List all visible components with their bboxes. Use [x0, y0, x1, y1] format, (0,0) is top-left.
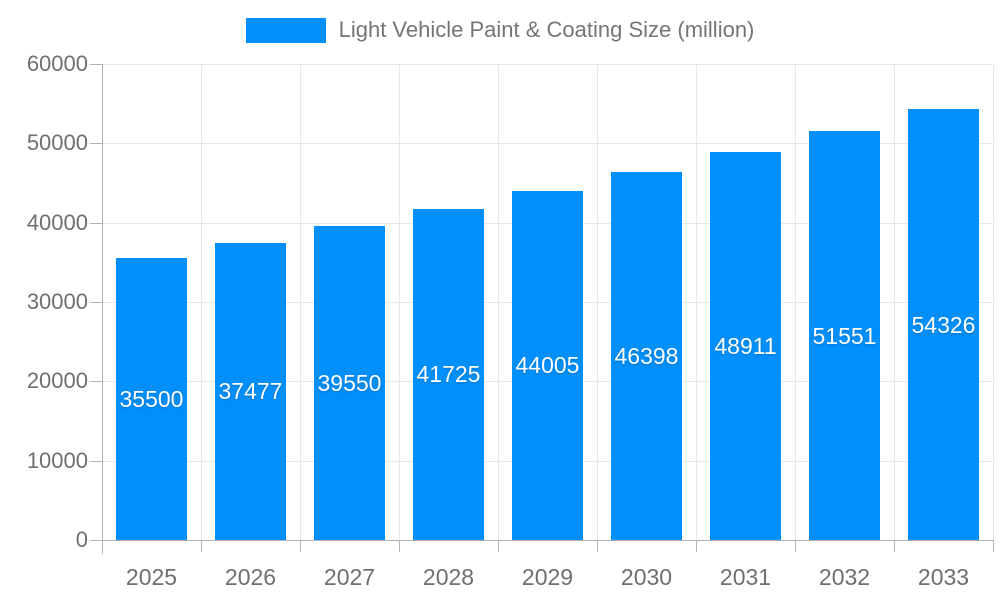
bar[interactable] — [809, 131, 880, 540]
bar-value-label: 51551 — [812, 322, 877, 349]
x-axis-tick — [102, 540, 103, 552]
gridline-vertical — [597, 64, 598, 540]
bar[interactable] — [116, 258, 187, 540]
bar[interactable] — [611, 171, 682, 540]
gridline-vertical — [696, 64, 697, 540]
x-axis-tick — [894, 540, 895, 552]
y-axis-tick-label: 30000 — [26, 289, 88, 314]
x-axis-tick-label: 2031 — [719, 564, 772, 590]
x-axis-tick — [795, 540, 796, 552]
x-axis-tick-label: 2026 — [224, 564, 277, 590]
y-axis-tick-label: 60000 — [26, 51, 88, 76]
gridline-vertical — [399, 64, 400, 540]
gridline-vertical — [300, 64, 301, 540]
bar-value-label: 54326 — [911, 311, 976, 338]
bar-value-label: 44005 — [515, 352, 580, 379]
y-axis-tick — [90, 540, 102, 541]
bar[interactable] — [908, 109, 979, 540]
gridline-horizontal — [102, 143, 993, 145]
x-axis-tick — [696, 540, 697, 552]
x-axis-tick-label: 2025 — [125, 564, 178, 590]
y-axis-tick — [90, 302, 102, 303]
gridline-vertical — [498, 64, 499, 540]
bar[interactable] — [512, 190, 583, 540]
x-axis-tick-label: 2032 — [818, 564, 871, 590]
bar-value-label: 48911 — [714, 332, 777, 359]
x-axis-tick — [300, 540, 301, 552]
bar[interactable] — [710, 151, 781, 540]
x-axis-tick — [993, 540, 994, 552]
y-axis-tick — [90, 381, 102, 383]
gridline-vertical — [201, 64, 202, 540]
y-axis-tick — [90, 222, 102, 224]
y-axis-line — [102, 64, 103, 554]
gridline-horizontal — [102, 64, 993, 65]
gridline-vertical — [795, 64, 796, 540]
bar-value-label: 35500 — [119, 386, 184, 413]
y-axis-tick — [90, 143, 102, 145]
x-axis-tick-label: 2028 — [422, 564, 475, 590]
y-axis-tick — [90, 64, 102, 65]
x-axis-tick — [399, 540, 400, 552]
x-axis-tick — [498, 540, 499, 552]
bar[interactable] — [314, 226, 385, 540]
y-axis-tick — [90, 460, 102, 462]
bar-value-label: 41725 — [416, 361, 481, 388]
y-axis-tick-label: 40000 — [26, 209, 88, 235]
gridline-vertical — [993, 64, 994, 540]
bar-value-label: 46398 — [614, 342, 679, 369]
y-axis-tick-label: 20000 — [26, 368, 88, 394]
chart-legend[interactable]: Light Vehicle Paint & Coating Size (mill… — [0, 14, 1000, 46]
x-axis-tick-label: 2033 — [917, 564, 970, 590]
legend-swatch — [245, 17, 326, 43]
x-axis-tick — [597, 540, 598, 552]
x-axis-line — [90, 540, 993, 541]
bar[interactable] — [413, 208, 484, 540]
y-axis-tick-label: 10000 — [26, 447, 88, 473]
x-axis-tick-label: 2030 — [620, 564, 673, 590]
bar-value-label: 37477 — [218, 378, 283, 405]
x-axis-tick — [201, 540, 202, 552]
bar[interactable] — [215, 242, 286, 540]
y-axis-tick-label: 0 — [75, 527, 88, 552]
x-axis-tick-label: 2029 — [521, 564, 574, 590]
x-axis-tick-label: 2027 — [323, 564, 376, 590]
y-axis-tick-label: 50000 — [26, 130, 88, 156]
bar-value-label: 39550 — [317, 370, 382, 397]
legend-label: Light Vehicle Paint & Coating Size (mill… — [338, 17, 755, 42]
gridline-vertical — [894, 64, 895, 540]
